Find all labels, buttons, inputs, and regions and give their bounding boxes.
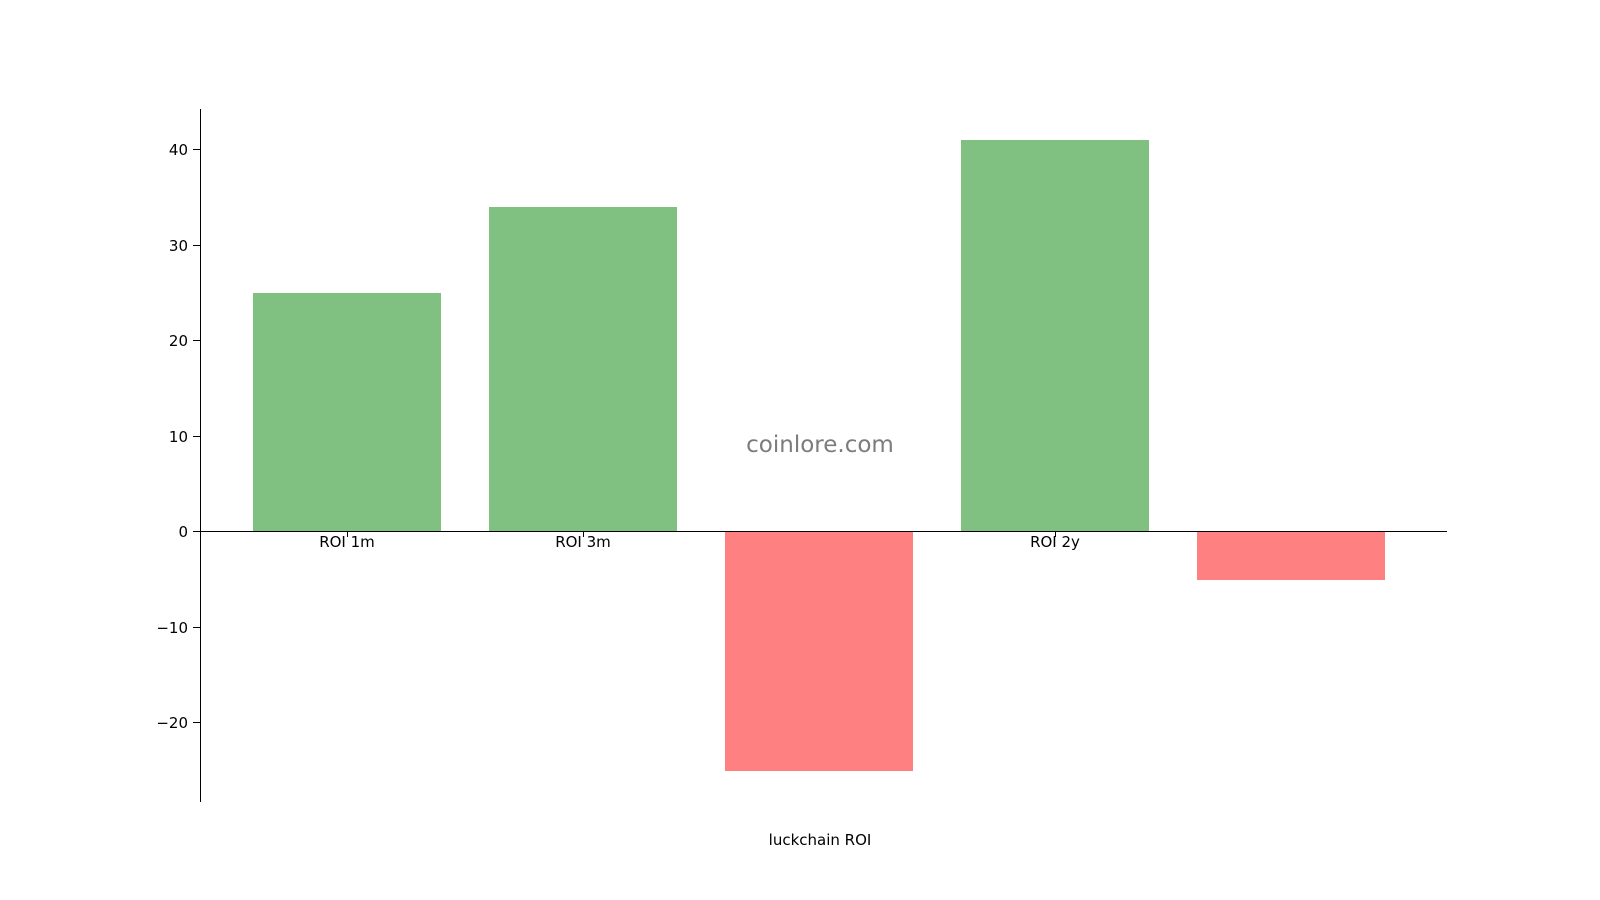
bar-3 — [725, 532, 913, 771]
y-tick-label: 0 — [178, 523, 188, 541]
x-tick — [583, 532, 584, 537]
y-tick — [193, 149, 200, 150]
bar-5 — [1197, 532, 1385, 580]
x-axis-title: luckchain ROI — [768, 831, 872, 849]
x-axis-line — [200, 531, 1447, 532]
bar-roi-1m — [253, 293, 441, 532]
y-tick — [193, 340, 200, 341]
x-tick — [347, 532, 348, 537]
bar-roi-3m — [489, 207, 677, 532]
x-tick-label: ROI 3m — [555, 533, 611, 551]
x-tick — [1055, 532, 1056, 537]
y-tick — [193, 436, 200, 437]
bar-roi-2y — [961, 140, 1149, 532]
y-tick-label: 20 — [168, 332, 188, 350]
y-tick — [193, 627, 200, 628]
x-tick-label: ROI 2y — [1030, 533, 1080, 551]
y-tick-label: 40 — [168, 141, 188, 159]
y-tick — [193, 245, 200, 246]
y-tick — [193, 722, 200, 723]
x-tick-label: ROI 1m — [319, 533, 375, 551]
y-axis-line — [200, 109, 201, 802]
y-tick-label: 10 — [168, 428, 188, 446]
y-tick-label: −10 — [156, 619, 188, 637]
y-tick — [193, 531, 200, 532]
y-tick-label: 30 — [168, 237, 188, 255]
y-tick-label: −20 — [156, 714, 188, 732]
watermark: coinlore.com — [746, 432, 894, 458]
